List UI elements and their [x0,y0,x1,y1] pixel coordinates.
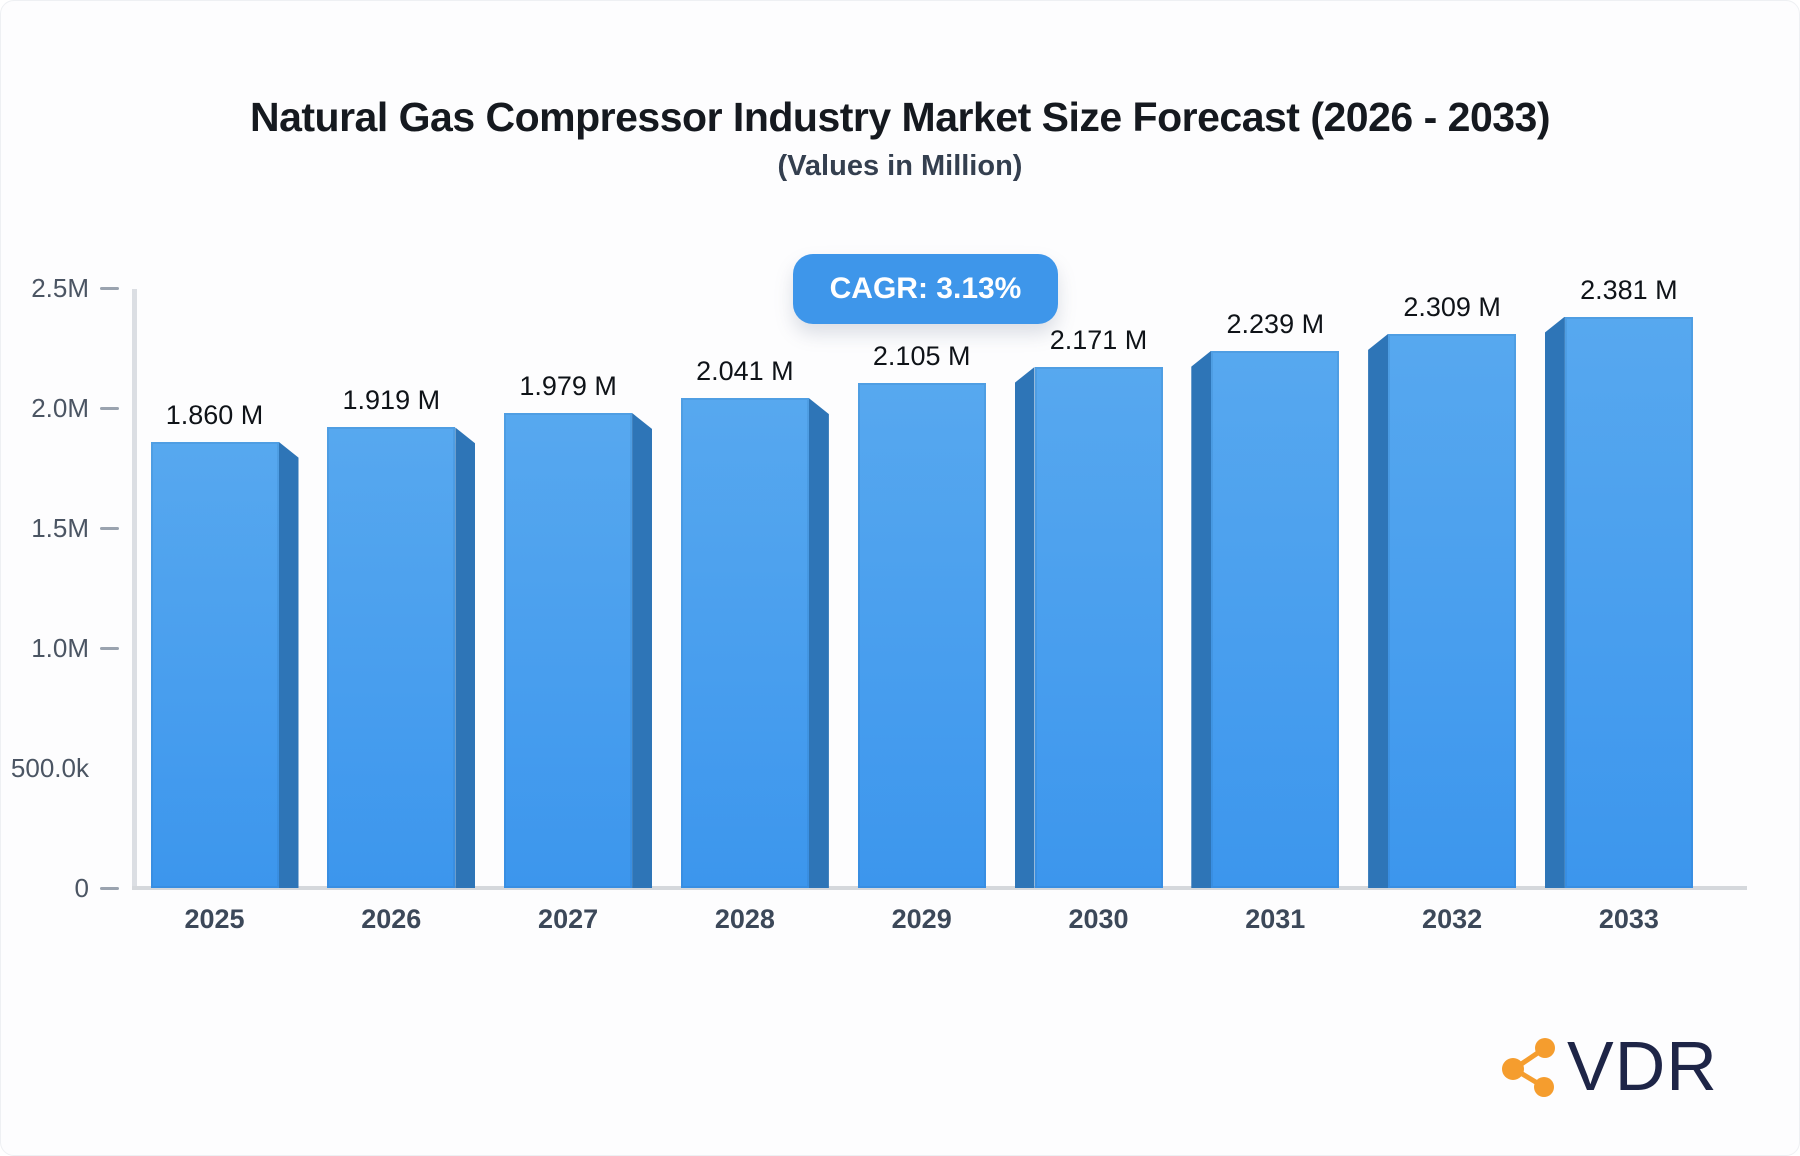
share-network-icon [1502,1038,1555,1097]
y-tick-mark [100,646,119,650]
bar-value-label-2030: 2.171 M [1049,324,1148,355]
x-axis-baseline [132,886,1747,890]
y-tick-label: 2.0M [31,393,89,423]
bar-3d-side-2027 [632,413,653,888]
y-tick-mark [100,526,119,530]
bar-3d-side-2025 [278,441,299,888]
bar-3d-side-2030 [1014,366,1035,888]
bar-value-label-2031: 2.239 M [1226,308,1325,339]
y-tick-label: 1.0M [31,633,89,663]
bar-3d-side-2033 [1544,316,1565,888]
bar-2028 [680,398,809,888]
bar-2032 [1388,333,1517,888]
y-tick-mark [100,286,119,290]
bar-2026 [327,427,456,888]
bar-2025 [150,441,279,888]
x-tick-label-2025: 2025 [184,904,245,934]
y-tick-label: 500.0k [10,753,89,783]
y-tick-mark [100,886,119,890]
brand-logo: VDR [1499,1029,1718,1103]
x-tick-label-2026: 2026 [361,904,422,934]
x-tick-label-2029: 2029 [891,904,952,934]
x-tick-label-2033: 2033 [1598,904,1659,934]
cagr-badge-label: CAGR: 3.13% [829,272,1022,305]
bar-value-label-2033: 2.381 M [1580,274,1678,305]
bar-2027 [504,413,633,888]
chart-subtitle: (Values in Million) [777,150,1023,182]
bar-2030 [1034,366,1163,888]
bar-value-label-2026: 1.919 M [342,385,441,416]
x-tick-label-2030: 2030 [1068,904,1129,934]
bar-3d-side-2032 [1368,333,1389,888]
bar-value-label-2027: 1.979 M [519,371,617,402]
y-axis-line [132,289,137,889]
bar-value-label-2029: 2.105 M [872,340,971,371]
bar-value-label-2025: 1.860 M [165,399,264,430]
chart-title: Natural Gas Compressor Industry Market S… [249,94,1551,140]
x-tick-label-2028: 2028 [714,904,775,934]
y-tick-label: 0 [74,873,89,903]
y-tick-label: 2.5M [31,273,89,303]
bar-2029 [857,382,986,888]
bar-2033 [1564,316,1693,888]
cagr-badge: CAGR: 3.13% [793,254,1058,324]
y-tick-label: 1.5M [31,513,89,543]
bar-value-label-2028: 2.041 M [696,356,794,387]
bar-2031 [1211,350,1340,888]
x-tick-label-2031: 2031 [1245,904,1306,934]
brand-logo-text: VDR [1567,1027,1718,1105]
y-tick-mark [100,406,119,410]
bar-value-label-2032: 2.309 M [1403,291,1501,322]
x-tick-label-2032: 2032 [1422,904,1483,934]
x-tick-label-2027: 2027 [538,904,599,934]
bar-3d-side-2031 [1191,350,1212,888]
bar-3d-side-2028 [808,398,829,888]
bar-3d-side-2026 [455,427,476,888]
